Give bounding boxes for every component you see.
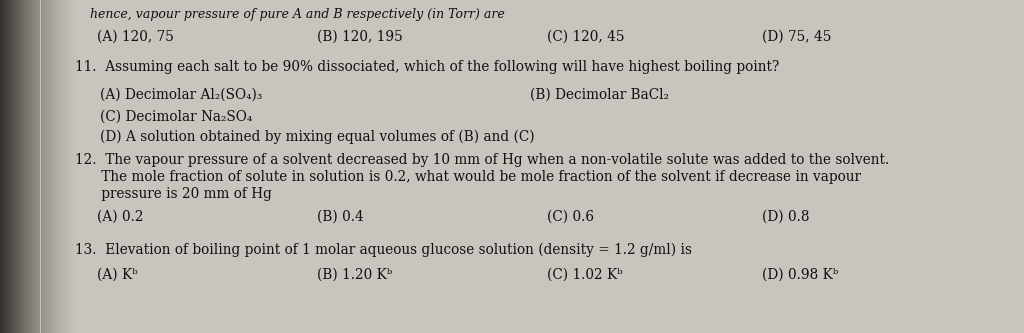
Text: (C) 0.6: (C) 0.6 [547,210,594,224]
Text: (D) 0.98 Kᵇ: (D) 0.98 Kᵇ [762,268,839,282]
Text: (A) 120, 75: (A) 120, 75 [97,30,174,44]
Text: 12.  The vapour pressure of a solvent decreased by 10 mm of Hg when a non-volati: 12. The vapour pressure of a solvent dec… [75,153,889,167]
Text: (D) 0.8: (D) 0.8 [762,210,810,224]
Text: (A) Kᵇ: (A) Kᵇ [97,268,137,282]
Text: (B) 120, 195: (B) 120, 195 [317,30,402,44]
Text: 13.  Elevation of boiling point of 1 molar aqueous glucose solution (density = 1: 13. Elevation of boiling point of 1 mola… [75,243,692,257]
Text: hence, vapour pressure of pure A and B respectively (in Torr) are: hence, vapour pressure of pure A and B r… [90,8,505,21]
Text: (B) 0.4: (B) 0.4 [317,210,364,224]
Text: The mole fraction of solute in solution is 0.2, what would be mole fraction of t: The mole fraction of solute in solution … [75,170,861,184]
Text: (D) A solution obtained by mixing equal volumes of (B) and (C): (D) A solution obtained by mixing equal … [100,130,535,145]
Text: pressure is 20 mm of Hg: pressure is 20 mm of Hg [75,187,272,201]
Text: 11.  Assuming each salt to be 90% dissociated, which of the following will have : 11. Assuming each salt to be 90% dissoci… [75,60,779,74]
Text: (B) 1.20 Kᵇ: (B) 1.20 Kᵇ [317,268,392,282]
Text: (C) 120, 45: (C) 120, 45 [547,30,625,44]
Text: (C) Decimolar Na₂SO₄: (C) Decimolar Na₂SO₄ [100,110,252,124]
Text: (C) 1.02 Kᵇ: (C) 1.02 Kᵇ [547,268,623,282]
Text: (B) Decimolar BaCl₂: (B) Decimolar BaCl₂ [530,88,669,102]
Text: (D) 75, 45: (D) 75, 45 [762,30,831,44]
Text: (A) 0.2: (A) 0.2 [97,210,143,224]
Text: (A) Decimolar Al₂(SO₄)₃: (A) Decimolar Al₂(SO₄)₃ [100,88,262,102]
